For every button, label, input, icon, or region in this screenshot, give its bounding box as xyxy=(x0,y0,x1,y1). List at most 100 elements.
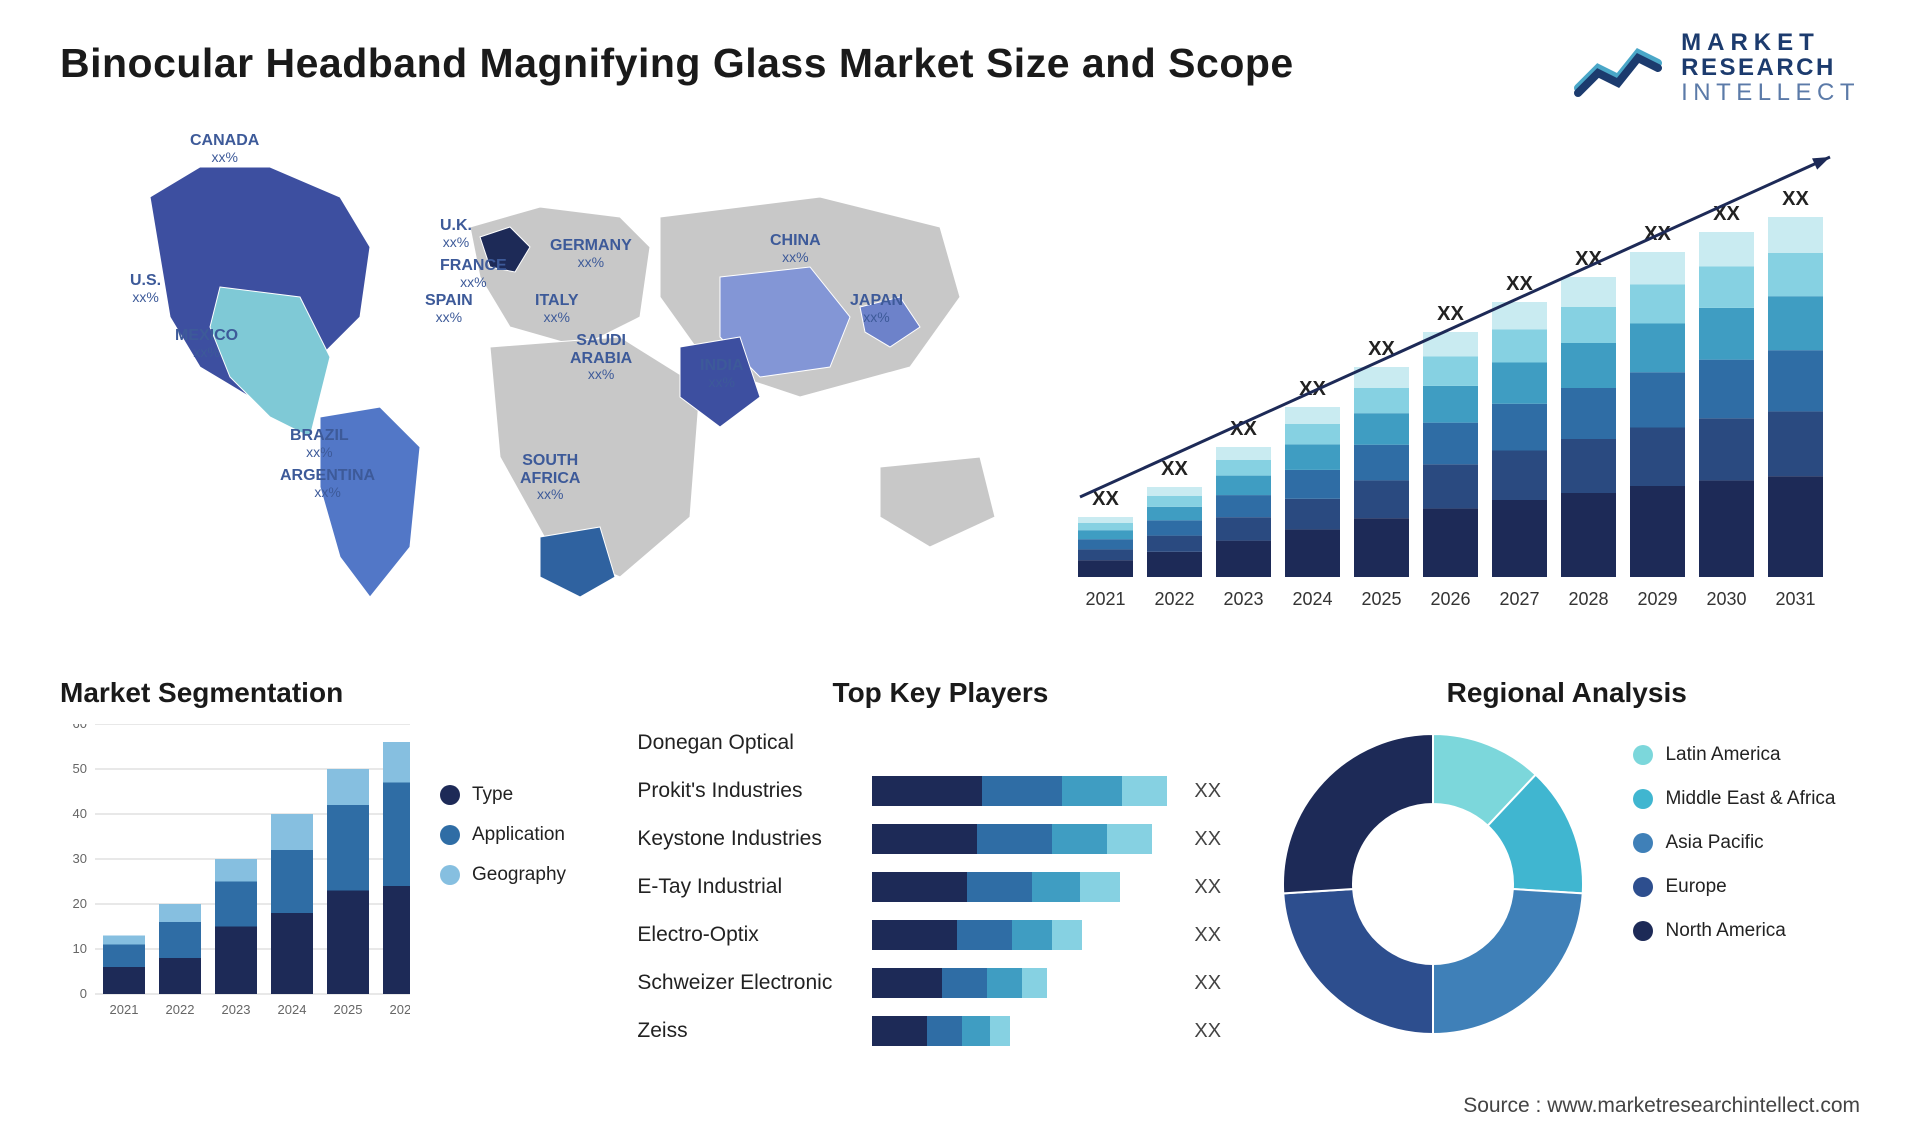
legend-label: Type xyxy=(472,784,513,806)
logo-line2: RESEARCH xyxy=(1681,55,1860,80)
legend-label: Middle East & Africa xyxy=(1665,788,1835,810)
players-list: Donegan OpticalProkit's IndustriesXXKeys… xyxy=(637,724,1243,1050)
svg-text:XX: XX xyxy=(1161,458,1188,480)
player-bar xyxy=(872,872,1182,902)
player-value: XX xyxy=(1182,1020,1242,1043)
svg-text:2030: 2030 xyxy=(1706,589,1746,609)
player-bar-segment xyxy=(872,920,957,950)
player-bar xyxy=(872,920,1182,950)
map-country-label: JAPANxx% xyxy=(850,292,903,325)
regional-panel: Regional Analysis Latin AmericaMiddle Ea… xyxy=(1273,677,1860,1054)
player-bar-segment xyxy=(872,872,967,902)
legend-item: Type xyxy=(440,784,566,806)
svg-text:XX: XX xyxy=(1092,488,1119,510)
player-row: Donegan Optical xyxy=(637,724,1243,762)
source-text: Source : www.marketresearchintellect.com xyxy=(1463,1094,1860,1118)
player-bar-segment xyxy=(927,1016,962,1046)
players-title: Top Key Players xyxy=(637,677,1243,709)
legend-swatch-icon xyxy=(440,865,460,885)
svg-text:2021: 2021 xyxy=(110,1002,139,1017)
player-bar-segment xyxy=(872,968,942,998)
player-bar-segment xyxy=(872,1016,927,1046)
svg-text:2023: 2023 xyxy=(222,1002,251,1017)
logo-text: MARKET RESEARCH INTELLECT xyxy=(1681,30,1860,106)
player-name: Zeiss xyxy=(637,1019,872,1043)
player-bar-segment xyxy=(1022,968,1047,998)
logo-line1: MARKET xyxy=(1681,30,1860,55)
legend-swatch-icon xyxy=(1633,789,1653,809)
player-row: Schweizer ElectronicXX xyxy=(637,964,1243,1002)
svg-text:2028: 2028 xyxy=(1568,589,1608,609)
world-map-panel: CANADAxx%U.S.xx%MEXICOxx%BRAZILxx%ARGENT… xyxy=(60,117,1020,637)
svg-text:2022: 2022 xyxy=(1154,589,1194,609)
world-map-icon xyxy=(60,117,1020,637)
legend-swatch-icon xyxy=(1633,877,1653,897)
player-value: XX xyxy=(1182,828,1242,851)
map-country-label: CHINAxx% xyxy=(770,232,821,265)
svg-text:0: 0 xyxy=(80,986,87,1001)
player-row: E-Tay IndustrialXX xyxy=(637,868,1243,906)
player-name: Donegan Optical xyxy=(637,731,872,755)
player-name: Electro-Optix xyxy=(637,923,872,947)
player-bar-segment xyxy=(1032,872,1080,902)
svg-text:2031: 2031 xyxy=(1775,589,1815,609)
segmentation-chart: 0102030405060202120222023202420252026 xyxy=(60,724,410,1054)
page-root: Binocular Headband Magnifying Glass Mark… xyxy=(0,0,1920,1146)
svg-text:30: 30 xyxy=(73,851,87,866)
player-bar-segment xyxy=(1052,920,1082,950)
svg-text:50: 50 xyxy=(73,761,87,776)
player-bar-segment xyxy=(982,776,1062,806)
player-bar-segment xyxy=(1122,776,1167,806)
map-country-label: CANADAxx% xyxy=(190,132,259,165)
regional-body: Latin America Middle East & Africa Asia Pa… xyxy=(1273,724,1860,1044)
map-country-label: GERMANYxx% xyxy=(550,237,632,270)
legend-label: Asia Pacific xyxy=(1665,832,1763,854)
legend-label: Latin America xyxy=(1665,744,1780,766)
map-country-label: INDIAxx% xyxy=(700,357,744,390)
logo-line3: INTELLECT xyxy=(1681,80,1860,105)
svg-text:XX: XX xyxy=(1437,303,1464,325)
legend-swatch-icon xyxy=(1633,745,1653,765)
player-bar-segment xyxy=(1062,776,1122,806)
regional-donut-chart xyxy=(1273,724,1593,1044)
player-bar-segment xyxy=(957,920,1012,950)
legend-label: Application xyxy=(472,824,565,846)
svg-text:40: 40 xyxy=(73,806,87,821)
svg-text:20: 20 xyxy=(73,896,87,911)
player-row: Zeiss XX xyxy=(637,1012,1243,1050)
legend-swatch-icon xyxy=(1633,921,1653,941)
legend-item: Geography xyxy=(440,864,566,886)
brand-logo: MARKET RESEARCH INTELLECT xyxy=(1573,30,1860,106)
svg-text:60: 60 xyxy=(73,724,87,731)
legend-swatch-icon xyxy=(440,825,460,845)
map-country-label: SPAINxx% xyxy=(425,292,473,325)
growth-chart-panel: XX2021XX2022XX2023XX2024XX2025XX2026XX20… xyxy=(1060,117,1850,637)
legend-item: Asia Pacific xyxy=(1633,832,1835,854)
player-bar xyxy=(872,968,1182,998)
player-row: Keystone IndustriesXX xyxy=(637,820,1243,858)
svg-text:2025: 2025 xyxy=(1361,589,1401,609)
map-country-label: BRAZILxx% xyxy=(290,427,349,460)
svg-text:2022: 2022 xyxy=(166,1002,195,1017)
player-bar-segment xyxy=(872,776,982,806)
player-name: Prokit's Industries xyxy=(637,779,872,803)
svg-text:2023: 2023 xyxy=(1223,589,1263,609)
growth-stacked-bar-chart: XX2021XX2022XX2023XX2024XX2025XX2026XX20… xyxy=(1060,117,1850,637)
svg-text:2024: 2024 xyxy=(1292,589,1332,609)
legend-item: Europe xyxy=(1633,876,1835,898)
player-value: XX xyxy=(1182,924,1242,947)
player-bar-segment xyxy=(977,824,1052,854)
legend-swatch-icon xyxy=(1633,833,1653,853)
map-country-label: SAUDIARABIAxx% xyxy=(570,332,632,383)
svg-text:2025: 2025 xyxy=(334,1002,363,1017)
svg-text:2021: 2021 xyxy=(1085,589,1125,609)
map-country-label: U.S.xx% xyxy=(130,272,161,305)
legend-item: Latin America xyxy=(1633,744,1835,766)
svg-text:XX: XX xyxy=(1782,188,1809,210)
bottom-row: Market Segmentation 01020304050602021202… xyxy=(60,677,1860,1054)
player-bar xyxy=(872,728,1182,758)
players-panel: Top Key Players Donegan Optical Prokit's … xyxy=(637,677,1243,1054)
player-bar-segment xyxy=(962,1016,990,1046)
svg-text:2027: 2027 xyxy=(1499,589,1539,609)
map-country-label: FRANCExx% xyxy=(440,257,507,290)
